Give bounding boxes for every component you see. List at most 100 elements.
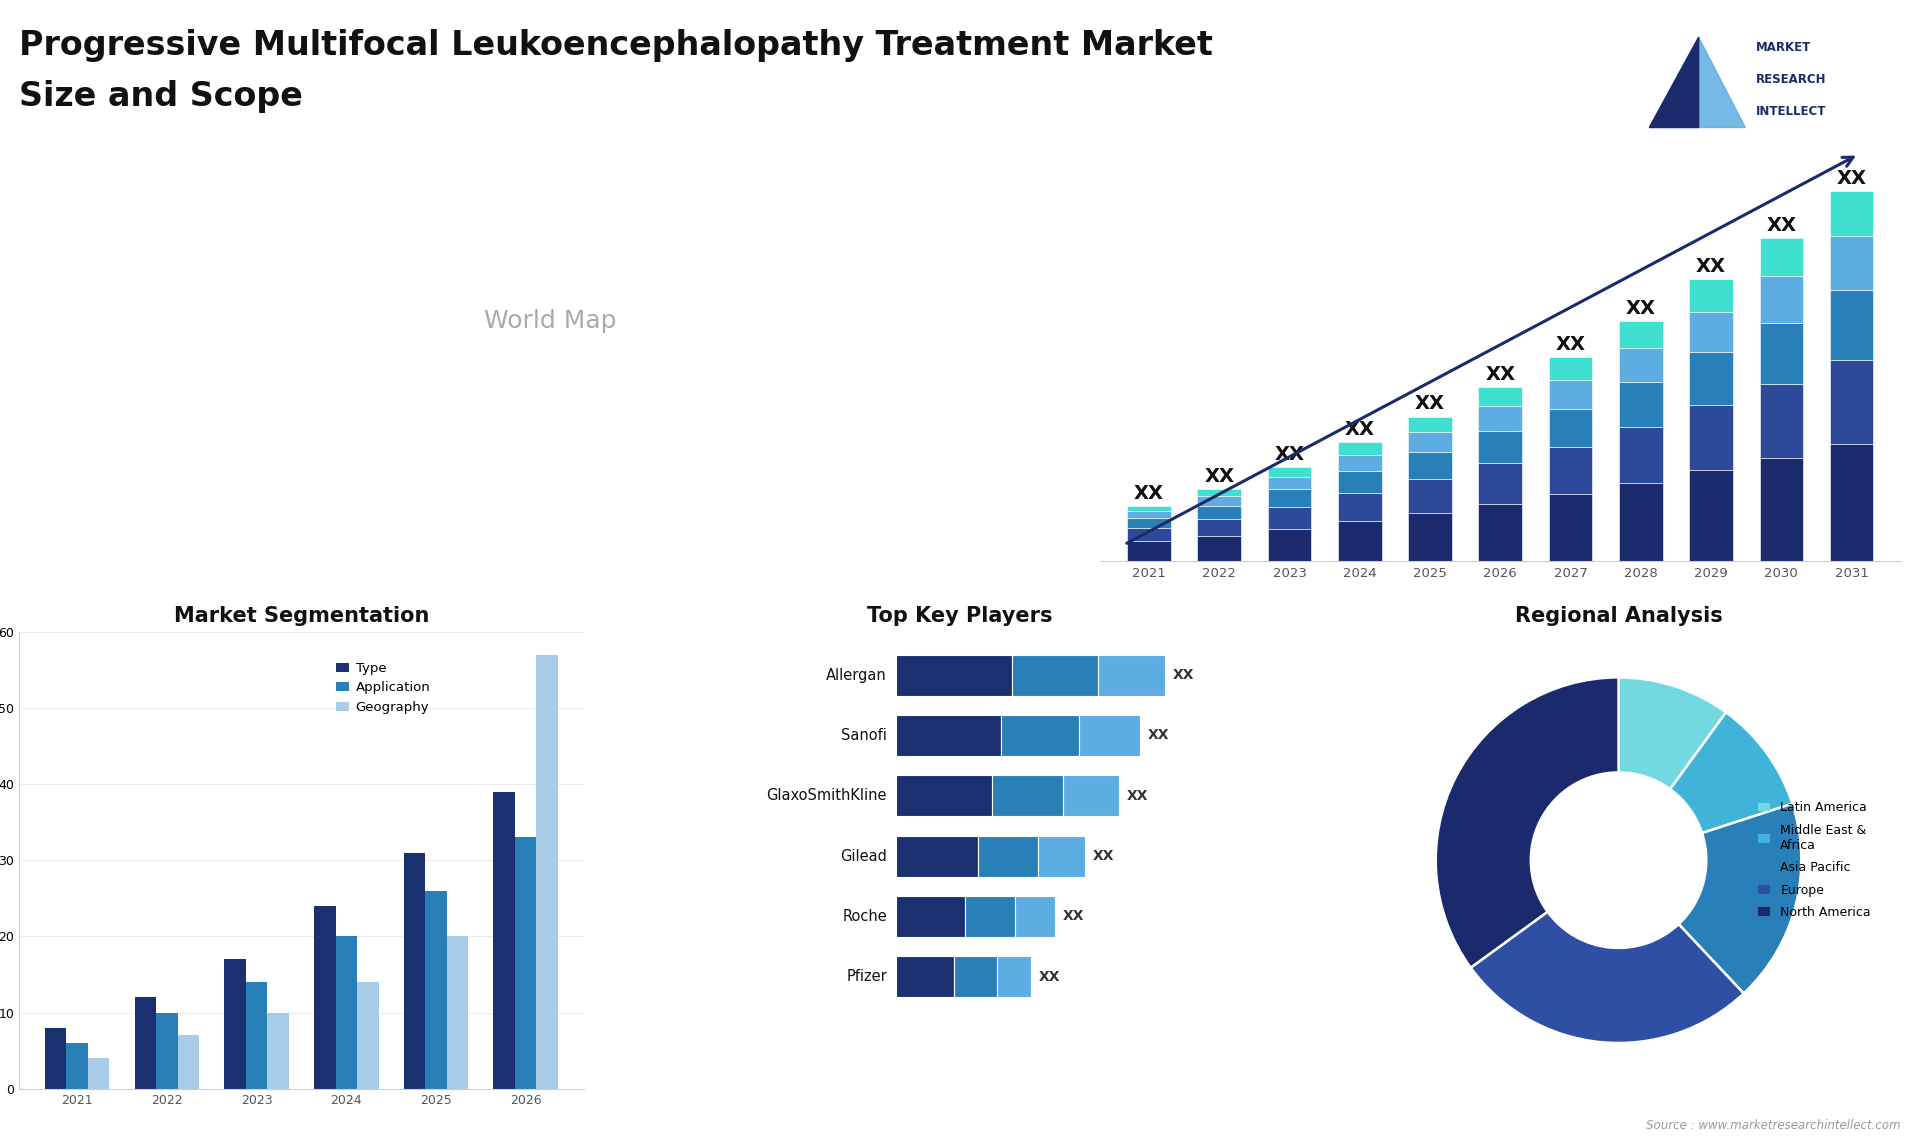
Bar	[1338, 442, 1382, 455]
Bar	[1407, 452, 1452, 479]
Bar	[1127, 518, 1171, 528]
Wedge shape	[1619, 677, 1726, 790]
Bar	[536, 654, 559, 1089]
Text: XX: XX	[1173, 668, 1194, 682]
Bar	[1619, 484, 1663, 562]
Text: RESEARCH: RESEARCH	[1755, 73, 1826, 86]
Bar	[1690, 280, 1734, 312]
FancyBboxPatch shape	[977, 835, 1039, 877]
Bar	[424, 890, 447, 1089]
Bar	[179, 1035, 200, 1089]
Text: XX: XX	[1766, 217, 1797, 235]
Bar	[67, 1043, 88, 1089]
FancyBboxPatch shape	[897, 654, 1012, 696]
Bar	[88, 1058, 109, 1089]
Text: Roche: Roche	[843, 909, 887, 924]
Text: XX: XX	[1626, 299, 1655, 317]
Bar	[1759, 458, 1803, 562]
Bar	[1267, 477, 1311, 489]
Text: XX: XX	[1092, 849, 1116, 863]
Legend: Latin America, Middle East &
Africa, Asia Pacific, Europe, North America: Latin America, Middle East & Africa, Asi…	[1753, 796, 1876, 924]
FancyBboxPatch shape	[897, 775, 993, 816]
Bar	[1619, 383, 1663, 427]
FancyBboxPatch shape	[1012, 654, 1098, 696]
Bar	[447, 936, 468, 1089]
Polygon shape	[1649, 38, 1745, 127]
Text: Gilead: Gilead	[841, 848, 887, 864]
Bar	[267, 1013, 288, 1089]
Bar	[1198, 505, 1240, 519]
FancyBboxPatch shape	[954, 956, 996, 997]
Bar	[1830, 444, 1874, 562]
Bar	[1407, 432, 1452, 452]
Text: XX: XX	[1555, 335, 1586, 354]
Bar	[1267, 507, 1311, 528]
Bar	[1549, 447, 1592, 494]
Bar	[493, 792, 515, 1089]
Bar	[1759, 323, 1803, 384]
Bar	[336, 936, 357, 1089]
Bar	[1198, 536, 1240, 562]
Wedge shape	[1670, 713, 1793, 833]
Bar	[1198, 519, 1240, 536]
Bar	[403, 853, 424, 1089]
Text: XX: XX	[1695, 258, 1726, 276]
FancyBboxPatch shape	[1064, 775, 1119, 816]
Bar	[1407, 416, 1452, 432]
FancyBboxPatch shape	[1079, 715, 1140, 756]
Bar	[1478, 387, 1523, 406]
Bar	[134, 997, 156, 1089]
Title: Regional Analysis: Regional Analysis	[1515, 606, 1722, 626]
Text: XX: XX	[1204, 466, 1235, 486]
Wedge shape	[1436, 677, 1619, 967]
Text: XX: XX	[1148, 729, 1169, 743]
Bar	[1338, 520, 1382, 562]
Bar	[515, 838, 536, 1089]
Text: XX: XX	[1127, 788, 1148, 802]
FancyBboxPatch shape	[964, 896, 1016, 937]
Bar	[225, 959, 246, 1089]
Text: Source : www.marketresearchintellect.com: Source : www.marketresearchintellect.com	[1645, 1120, 1901, 1132]
Bar	[1690, 312, 1734, 353]
Bar	[1338, 455, 1382, 471]
FancyBboxPatch shape	[993, 775, 1064, 816]
Bar	[1549, 379, 1592, 409]
Bar	[1478, 503, 1523, 562]
Bar	[1549, 358, 1592, 379]
Bar	[1338, 471, 1382, 493]
Text: XX: XX	[1486, 364, 1515, 384]
Legend: Type, Application, Geography: Type, Application, Geography	[330, 657, 436, 720]
Bar	[1690, 353, 1734, 406]
Bar	[1619, 321, 1663, 348]
Bar	[1267, 468, 1311, 477]
Bar	[1830, 191, 1874, 236]
Bar	[1127, 528, 1171, 541]
Bar	[1127, 511, 1171, 518]
Bar	[1759, 238, 1803, 276]
Bar	[1619, 348, 1663, 383]
Bar	[1407, 479, 1452, 512]
Bar	[1759, 276, 1803, 323]
Title: Market Segmentation: Market Segmentation	[173, 606, 430, 626]
Text: Size and Scope: Size and Scope	[19, 80, 303, 113]
Bar	[1478, 431, 1523, 463]
Text: GlaxoSmithKline: GlaxoSmithKline	[766, 788, 887, 803]
Text: XX: XX	[1039, 970, 1060, 983]
Bar	[1690, 470, 1734, 562]
FancyBboxPatch shape	[1039, 835, 1085, 877]
FancyBboxPatch shape	[897, 896, 964, 937]
Bar	[1198, 496, 1240, 505]
Bar	[1267, 489, 1311, 507]
Bar	[1127, 541, 1171, 562]
Bar	[315, 905, 336, 1089]
Polygon shape	[1649, 38, 1699, 127]
Bar	[357, 982, 378, 1089]
Bar	[1338, 493, 1382, 520]
Bar	[1198, 488, 1240, 496]
Text: XX: XX	[1275, 445, 1304, 464]
Text: MARKET: MARKET	[1755, 41, 1811, 54]
Wedge shape	[1678, 803, 1801, 994]
Text: INTELLECT: INTELLECT	[1755, 105, 1826, 118]
Bar	[1267, 528, 1311, 562]
Text: Pfizer: Pfizer	[847, 970, 887, 984]
